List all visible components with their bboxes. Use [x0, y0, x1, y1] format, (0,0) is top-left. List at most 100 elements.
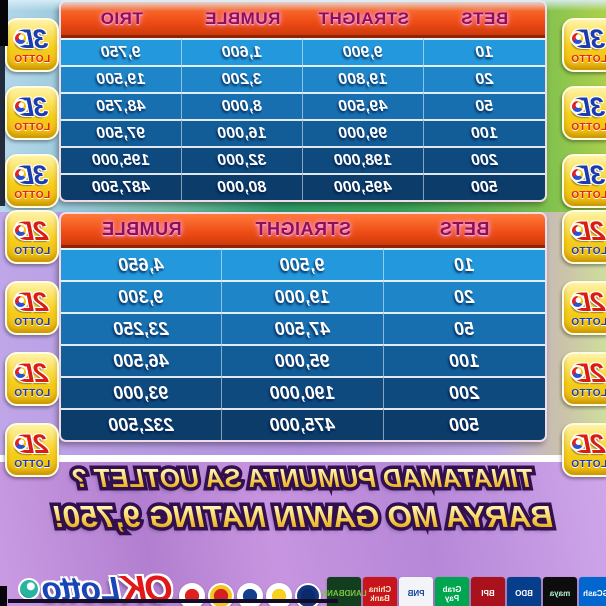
badge-label: LOTTO: [570, 316, 606, 328]
badge-label: LOTTO: [570, 53, 606, 65]
table-cell: 23,250: [61, 312, 223, 344]
table-cell: 48,750: [61, 92, 182, 119]
badge-label: LOTTO: [13, 245, 51, 257]
lotto-ball-icon: [570, 436, 585, 451]
table-cell: 93,000: [61, 376, 223, 408]
lotto-ball-icon: [13, 223, 28, 238]
badge-label: LOTTO: [13, 121, 51, 133]
table-cell: 19,500: [61, 65, 182, 92]
lotto-ball-icon: [13, 99, 28, 114]
table-cell: 8,000: [182, 92, 303, 119]
tagline-line2-text: BARYA MO GAWIN NATING 9,750!: [52, 499, 554, 535]
table-cell: 10: [383, 248, 545, 280]
table-cell: 500: [383, 408, 545, 440]
lotto-2d-badge: 2D LOTTO: [5, 352, 59, 406]
table-cell: 10: [424, 38, 545, 65]
bdo-logo: BDO: [507, 577, 541, 606]
lotto-ball-icon: [570, 223, 585, 238]
table-row: 200 198,000 32,000 195,000: [61, 146, 545, 173]
frame-artifact: [8, 599, 338, 603]
header-row: BETS STRAIGHT RUMBLE: [61, 214, 545, 248]
table-cell: 19,800: [303, 65, 424, 92]
badge-label: LOTTO: [570, 189, 606, 201]
table-cell: 198,000: [303, 146, 424, 173]
table-row: 200 190,000 93,000: [61, 376, 545, 408]
chinabank-logo: China Bank: [363, 577, 397, 606]
badge-label: LOTTO: [13, 316, 51, 328]
table-row: 10 9,500 4,650: [61, 248, 545, 280]
lotto-ball-icon: [13, 294, 28, 309]
table-cell: 487,500: [61, 173, 182, 200]
table-cell: 50: [383, 312, 545, 344]
lotto-ball-icon: [13, 167, 28, 182]
badge-label: LOTTO: [13, 53, 51, 65]
table-cell: 50: [424, 92, 545, 119]
badge-column-2d-right: 2D LOTTO 2D LOTTO 2D LOTTO 2D LOTTO: [5, 210, 59, 477]
table-cell: 100: [424, 119, 545, 146]
column-header: STRAIGHT: [222, 214, 384, 248]
section-2d-lotto: 2D LOTTO 2D LOTTO 2D LOTTO 2D LOTTO 2D LOTTO 2D LO…: [0, 210, 606, 477]
lotto-3d-badge: 3D LOTTO: [562, 86, 606, 140]
frame-artifact: [0, 586, 7, 606]
lotto-2d-badge: 2D LOTTO: [562, 281, 606, 335]
tagline-line2: BARYA MO GAWIN NATING 9,750!: [0, 497, 606, 537]
lotto-ball-icon: [13, 436, 28, 451]
lotto-3d-badge: 3D LOTTO: [5, 18, 59, 72]
table-cell: 495,000: [303, 173, 424, 200]
badge-column-3d-left: 3D LOTTO 3D LOTTO 3D LOTTO: [562, 18, 606, 208]
lotto-3d-badge: 3D LOTTO: [562, 154, 606, 208]
lotto-ball-icon: [570, 365, 585, 380]
lotto-2d-badge: 2D LOTTO: [562, 423, 606, 477]
table-row: 500 495,000 80,000 487,500: [61, 173, 545, 200]
table-cell: 95,000: [222, 344, 384, 376]
badge-label: LOTTO: [13, 189, 51, 201]
column-header: RUMBLE: [61, 214, 223, 248]
table-cell: 47,500: [222, 312, 384, 344]
lotto-ball-icon: [570, 31, 585, 46]
lotto-2d-badge: 2D LOTTO: [562, 210, 606, 264]
lotto-2d-badge: 2D LOTTO: [5, 210, 59, 264]
table-cell: 4,650: [61, 248, 223, 280]
table-cell: 20: [383, 280, 545, 312]
lotto-3d-badge: 3D LOTTO: [5, 154, 59, 208]
table-cell: 97,500: [61, 119, 182, 146]
table-cell: 32,000: [182, 146, 303, 173]
table-cell: 9,900: [303, 38, 424, 65]
table-cell: 46,500: [61, 344, 223, 376]
pnb-logo: PNB: [399, 577, 433, 606]
table-row: 50 49,500 8,000 48,750: [61, 92, 545, 119]
table-row: 20 19,800 3,200 19,500: [61, 65, 545, 92]
badge-label: LOTTO: [570, 121, 606, 133]
lotto-ball-icon: [17, 578, 40, 600]
lotto-ball-icon: [570, 167, 585, 182]
lotto-2d-badge: 2D LOTTO: [5, 281, 59, 335]
table-cell: 80,000: [182, 173, 303, 200]
column-header: BETS: [383, 214, 545, 248]
payout-table-3d: BETS STRAIGHT RUMBLE TRIO 10 9,900 1,600 9,750…: [59, 0, 547, 202]
table-cell: 500: [424, 173, 545, 200]
badge-label: LOTTO: [570, 245, 606, 257]
table-cell: 16,000: [182, 119, 303, 146]
badge-column-3d-right: 3D LOTTO 3D LOTTO 3D LOTTO: [5, 18, 59, 208]
grabpay-logo: Grab Pay: [435, 577, 469, 606]
column-header: BETS: [424, 2, 545, 38]
footer-section: TINATAMAD PUMUNTA SA UOTLET ? BARYA MO G…: [0, 462, 606, 606]
table-row: 100 95,000 46,500: [61, 344, 545, 376]
table-row: 50 47,500 23,250: [61, 312, 545, 344]
table-cell: 1,600: [182, 38, 303, 65]
table-cell: 475,000: [222, 408, 384, 440]
table-cell: 19,000: [222, 280, 384, 312]
lotto-ball-icon: [13, 31, 28, 46]
table-cell: 100: [383, 344, 545, 376]
tagline-line1: TINATAMAD PUMUNTA SA UOTLET ?: [0, 462, 606, 495]
frame-artifact: [0, 46, 5, 206]
table-row: 20 19,000 9,300: [61, 280, 545, 312]
table-cell: 9,300: [61, 280, 223, 312]
table-row: 100 99,000 16,000 97,500: [61, 119, 545, 146]
maya-logo: maya: [543, 577, 577, 606]
tagline-line1-text: TINATAMAD PUMUNTA SA UOTLET ?: [72, 463, 534, 493]
badge-label: LOTTO: [570, 387, 606, 399]
lotto-ball-icon: [570, 294, 585, 309]
